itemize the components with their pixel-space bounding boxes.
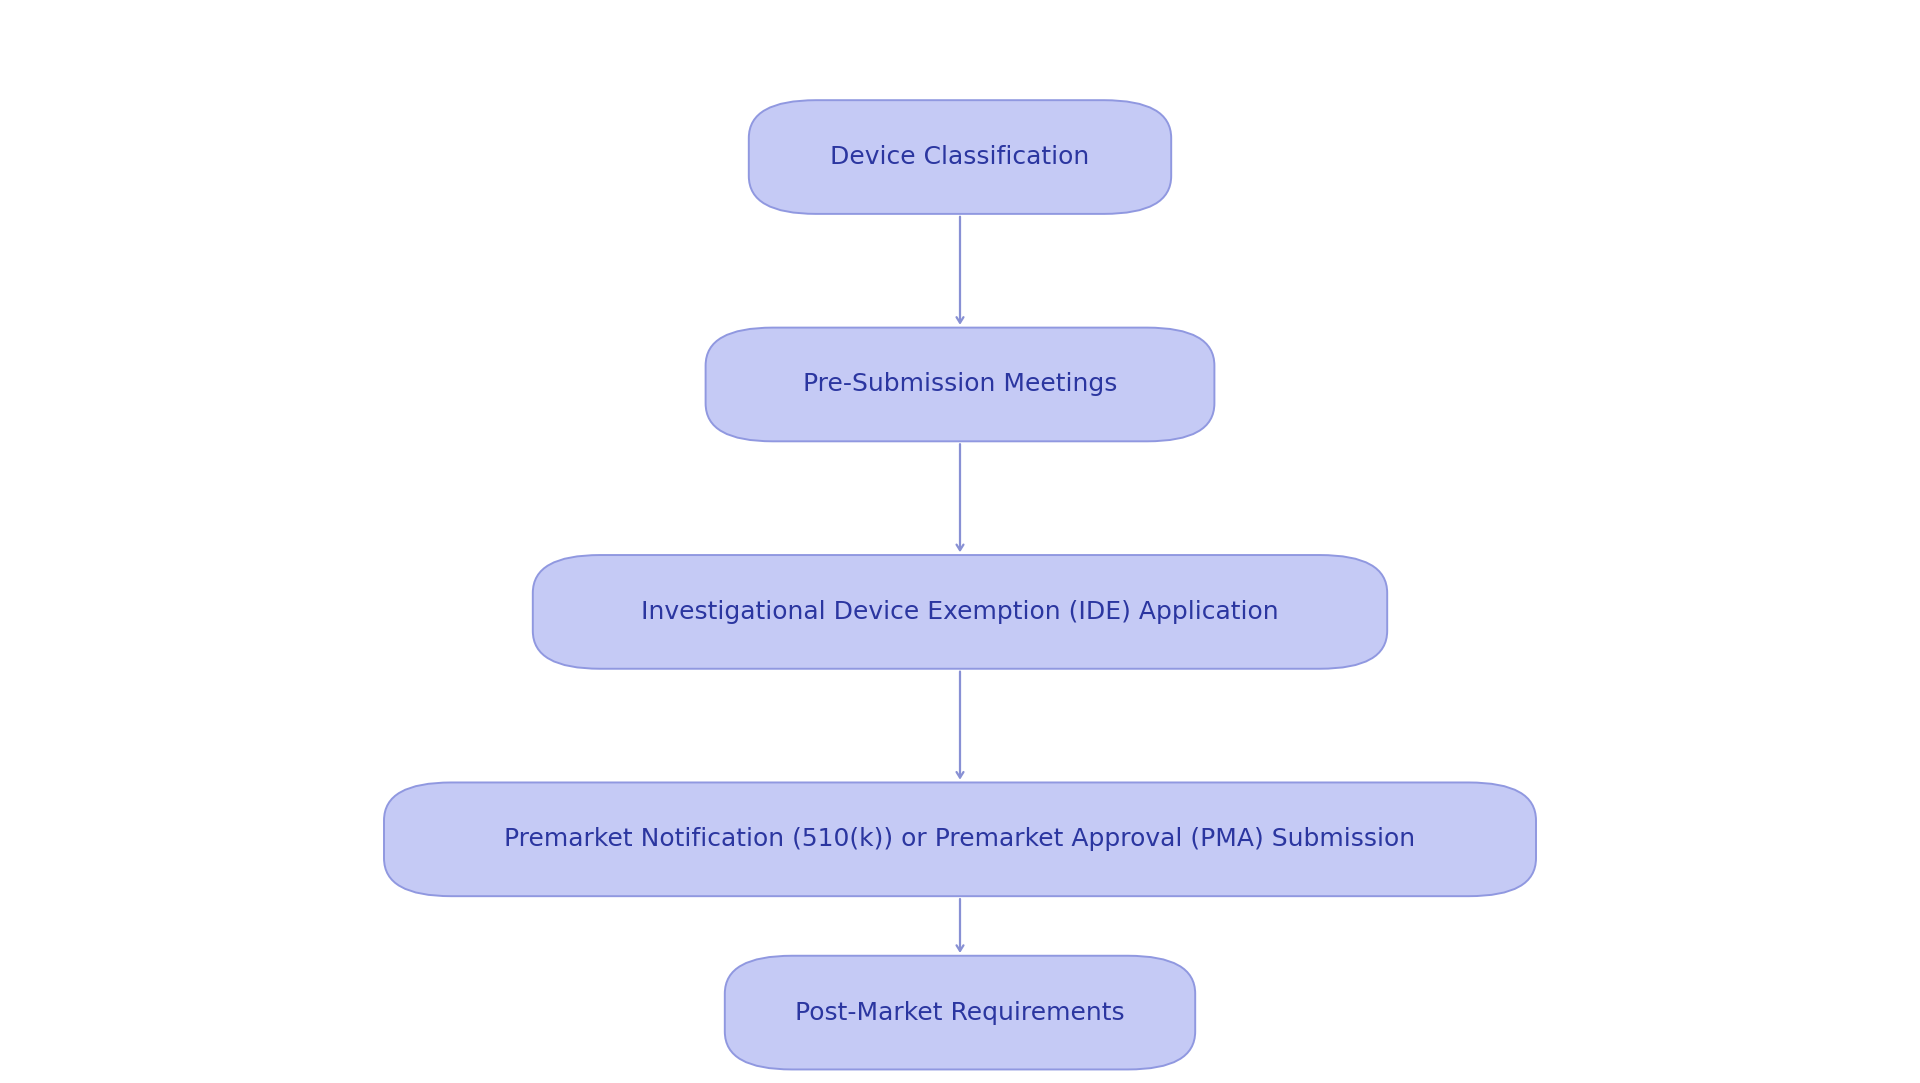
FancyBboxPatch shape: [707, 327, 1215, 442]
Text: Post-Market Requirements: Post-Market Requirements: [795, 1001, 1125, 1025]
FancyBboxPatch shape: [749, 101, 1171, 214]
Text: Premarket Notification (510(k)) or Premarket Approval (PMA) Submission: Premarket Notification (510(k)) or Prema…: [505, 827, 1415, 851]
FancyBboxPatch shape: [532, 556, 1386, 668]
Text: Investigational Device Exemption (IDE) Application: Investigational Device Exemption (IDE) A…: [641, 600, 1279, 624]
Text: Pre-Submission Meetings: Pre-Submission Meetings: [803, 373, 1117, 396]
FancyBboxPatch shape: [724, 956, 1194, 1070]
Text: Device Classification: Device Classification: [829, 145, 1091, 169]
FancyBboxPatch shape: [384, 782, 1536, 897]
